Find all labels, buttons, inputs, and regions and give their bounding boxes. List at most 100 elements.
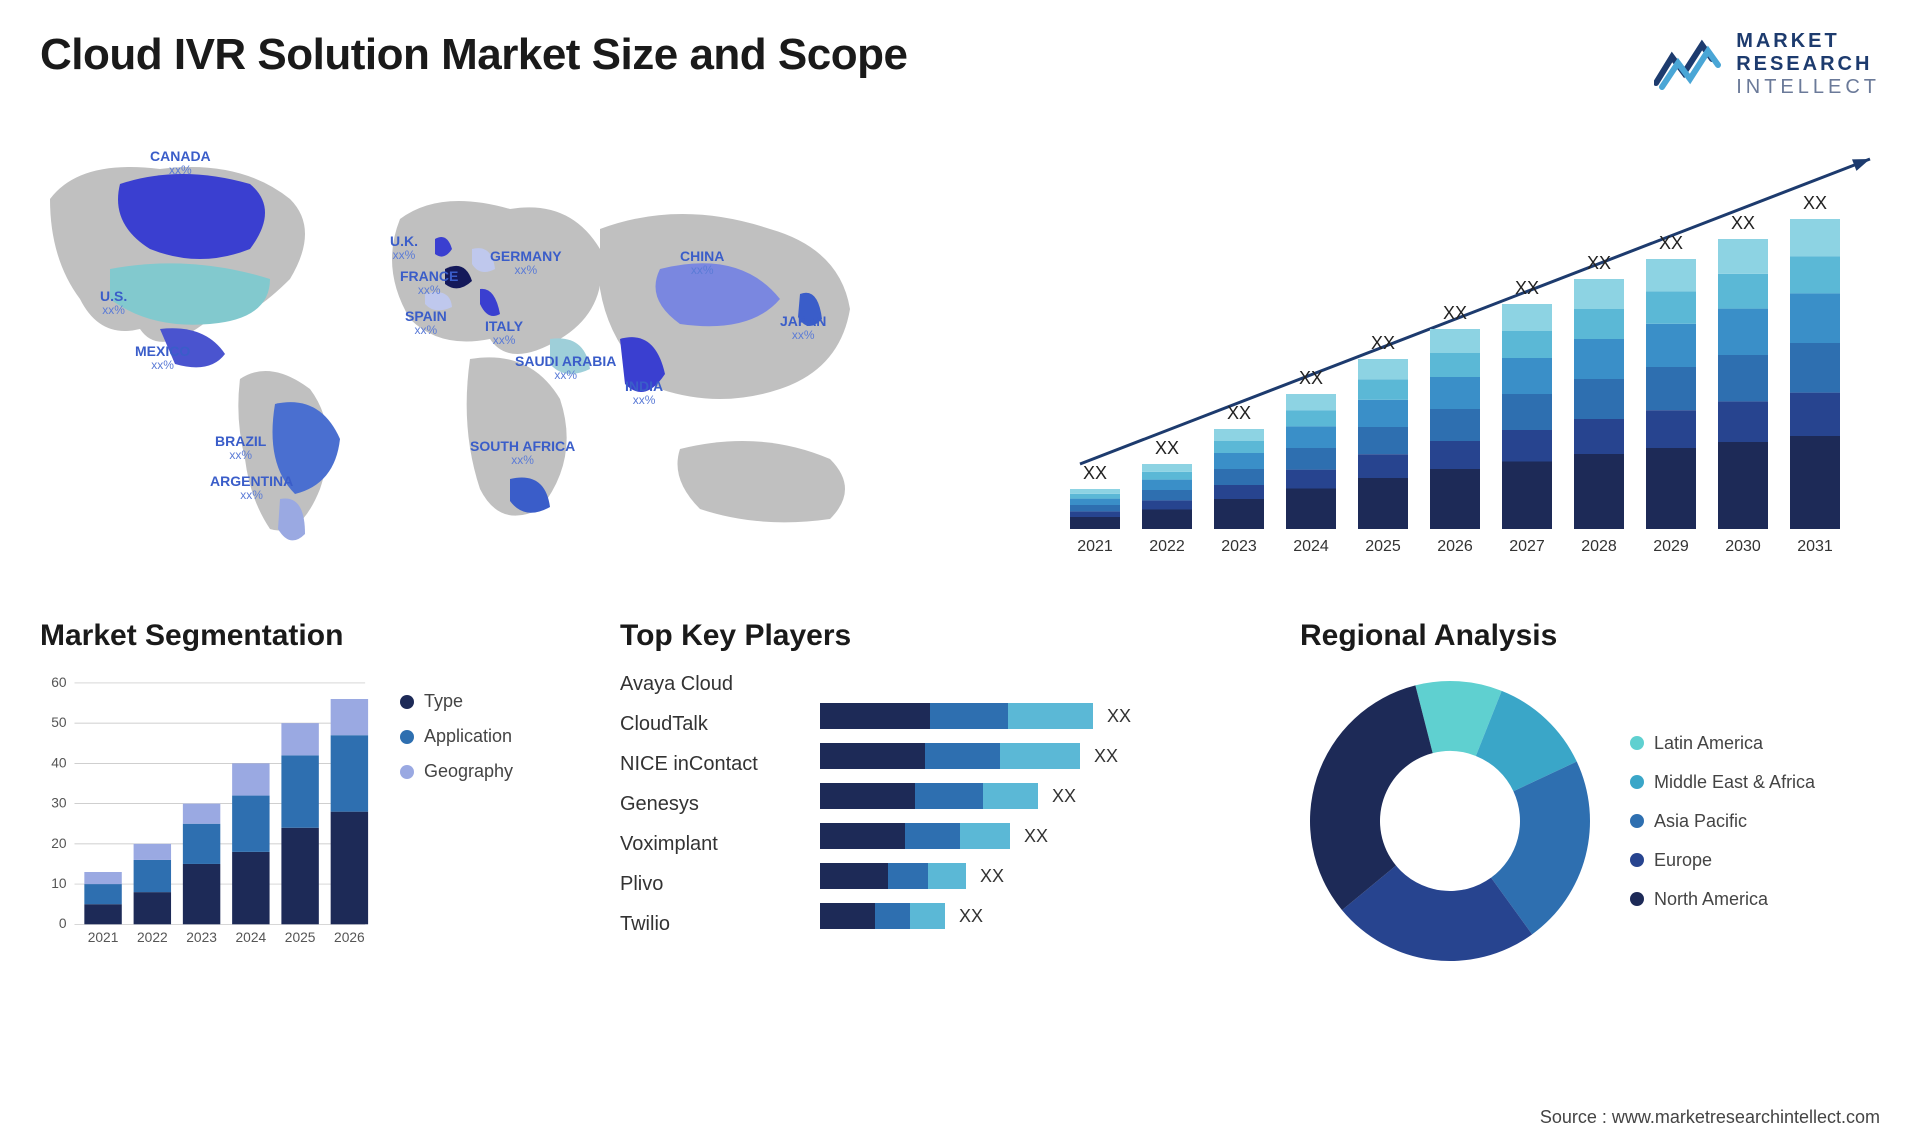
- seg-bar-2025-application: [281, 755, 318, 827]
- logo-text-3: INTELLECT: [1736, 76, 1880, 99]
- forecast-bar-2023-seg4: [1214, 441, 1264, 453]
- seg-bar-2025-geography: [281, 723, 318, 755]
- forecast-bar-2022-seg2: [1142, 490, 1192, 500]
- seg-bar-2021-application: [84, 884, 121, 904]
- regional-legend-latinamerica: Latin America: [1630, 733, 1880, 754]
- forecast-bar-2027-seg0: [1502, 462, 1552, 530]
- seg-bar-2022-type: [134, 892, 171, 924]
- forecast-year-2022: 2022: [1149, 538, 1185, 555]
- forecast-year-2029: 2029: [1653, 538, 1689, 555]
- player-label-avayacloud: Avaya Cloud: [620, 671, 800, 697]
- svg-text:50: 50: [51, 715, 67, 730]
- forecast-bar-2023-seg5: [1214, 429, 1264, 441]
- svg-text:2026: 2026: [334, 930, 365, 945]
- forecast-value-2029: XX: [1659, 233, 1683, 253]
- forecast-bar-2024-seg2: [1286, 448, 1336, 470]
- forecast-bar-2026-seg0: [1430, 469, 1480, 529]
- forecast-bar-2031-seg5: [1790, 219, 1840, 256]
- segmentation-panel: Market Segmentation 01020304050602021202…: [40, 619, 580, 971]
- seg-legend-geography: Geography: [400, 761, 580, 782]
- forecast-bar-2023-seg3: [1214, 453, 1264, 469]
- player-bar-plivo: XX: [820, 863, 1260, 889]
- forecast-year-2031: 2031: [1797, 538, 1833, 555]
- forecast-bar-2030-seg5: [1718, 239, 1768, 274]
- forecast-bar-2024-seg5: [1286, 394, 1336, 410]
- seg-bar-2024-application: [232, 796, 269, 852]
- forecast-value-2021: XX: [1083, 463, 1107, 483]
- forecast-bar-2026-seg4: [1430, 353, 1480, 377]
- forecast-value-2022: XX: [1155, 438, 1179, 458]
- forecast-year-2030: 2030: [1725, 538, 1761, 555]
- map-label-germany: GERMANYxx%: [490, 249, 562, 278]
- forecast-bar-2029-seg0: [1646, 448, 1696, 529]
- forecast-year-2028: 2028: [1581, 538, 1617, 555]
- seg-bar-2026-type: [331, 812, 368, 925]
- forecast-bar-2022-seg0: [1142, 510, 1192, 530]
- forecast-bar-2025-seg1: [1358, 454, 1408, 478]
- forecast-bar-2030-seg3: [1718, 309, 1768, 355]
- forecast-bar-2028-seg0: [1574, 454, 1624, 529]
- seg-bar-2023-application: [183, 824, 220, 864]
- forecast-bar-2028-seg2: [1574, 379, 1624, 419]
- seg-bar-2026-application: [331, 735, 368, 811]
- seg-bar-2023-type: [183, 864, 220, 924]
- forecast-bar-2021-seg2: [1070, 505, 1120, 511]
- forecast-bar-2029-seg3: [1646, 324, 1696, 367]
- forecast-bar-2027-seg2: [1502, 394, 1552, 430]
- segmentation-chart: 0102030405060202120222023202420252026: [40, 671, 375, 951]
- regional-legend-asiapacific: Asia Pacific: [1630, 811, 1880, 832]
- players-title: Top Key Players: [620, 619, 1260, 653]
- forecast-year-2021: 2021: [1077, 538, 1113, 555]
- svg-text:10: 10: [51, 876, 67, 891]
- map-label-uk: U.K.xx%: [390, 234, 418, 263]
- forecast-bar-2024-seg3: [1286, 426, 1336, 448]
- map-label-china: CHINAxx%: [680, 249, 724, 278]
- forecast-bar-2025-seg4: [1358, 379, 1408, 399]
- forecast-bar-2022-seg5: [1142, 464, 1192, 472]
- seg-bar-2021-geography: [84, 872, 121, 884]
- player-bar-twilio: XX: [820, 903, 1260, 929]
- svg-text:0: 0: [59, 916, 67, 931]
- forecast-bar-2029-seg1: [1646, 410, 1696, 448]
- forecast-bar-2021-seg4: [1070, 494, 1120, 499]
- forecast-bar-2028-seg4: [1574, 309, 1624, 339]
- segmentation-svg: 0102030405060202120222023202420252026: [40, 671, 375, 951]
- svg-text:2021: 2021: [88, 930, 119, 945]
- regional-legend-middleeastafrica: Middle East & Africa: [1630, 772, 1880, 793]
- svg-text:2024: 2024: [236, 930, 267, 945]
- forecast-bar-2026-seg5: [1430, 329, 1480, 353]
- forecast-bar-2022-seg4: [1142, 472, 1192, 480]
- player-label-niceincontact: NICE inContact: [620, 751, 800, 777]
- forecast-value-2030: XX: [1731, 213, 1755, 233]
- player-label-cloudtalk: CloudTalk: [620, 711, 800, 737]
- segmentation-legend: TypeApplicationGeography: [400, 671, 580, 951]
- forecast-bar-2031-seg0: [1790, 436, 1840, 529]
- forecast-bar-2031-seg4: [1790, 256, 1840, 293]
- regional-title: Regional Analysis: [1300, 619, 1880, 653]
- forecast-bar-2028-seg1: [1574, 419, 1624, 454]
- forecast-value-2025: XX: [1371, 333, 1395, 353]
- forecast-chart-panel: XX2021XX2022XX2023XX2024XX2025XX2026XX20…: [980, 129, 1880, 569]
- forecast-year-2024: 2024: [1293, 538, 1329, 555]
- forecast-bar-2022-seg3: [1142, 480, 1192, 490]
- forecast-bar-2031-seg3: [1790, 293, 1840, 343]
- forecast-bar-2021-seg5: [1070, 489, 1120, 494]
- regional-panel: Regional Analysis Latin America Middle Ea…: [1300, 619, 1880, 971]
- forecast-value-2024: XX: [1299, 368, 1323, 388]
- seg-bar-2023-geography: [183, 804, 220, 824]
- forecast-year-2027: 2027: [1509, 538, 1545, 555]
- forecast-year-2023: 2023: [1221, 538, 1257, 555]
- donut-slice-northamerica: [1310, 685, 1433, 910]
- bottom-row: Market Segmentation 01020304050602021202…: [40, 599, 1880, 971]
- map-label-canada: CANADAxx%: [150, 149, 211, 178]
- svg-text:2023: 2023: [186, 930, 217, 945]
- seg-bar-2024-type: [232, 852, 269, 924]
- forecast-value-2023: XX: [1227, 403, 1251, 423]
- regional-legend-europe: Europe: [1630, 850, 1880, 871]
- seg-bar-2024-geography: [232, 763, 269, 795]
- forecast-bar-2021-seg3: [1070, 499, 1120, 505]
- forecast-value-2027: XX: [1515, 278, 1539, 298]
- player-label-voximplant: Voximplant: [620, 831, 800, 857]
- logo-text-1: MARKET: [1736, 30, 1880, 53]
- map-label-spain: SPAINxx%: [405, 309, 447, 338]
